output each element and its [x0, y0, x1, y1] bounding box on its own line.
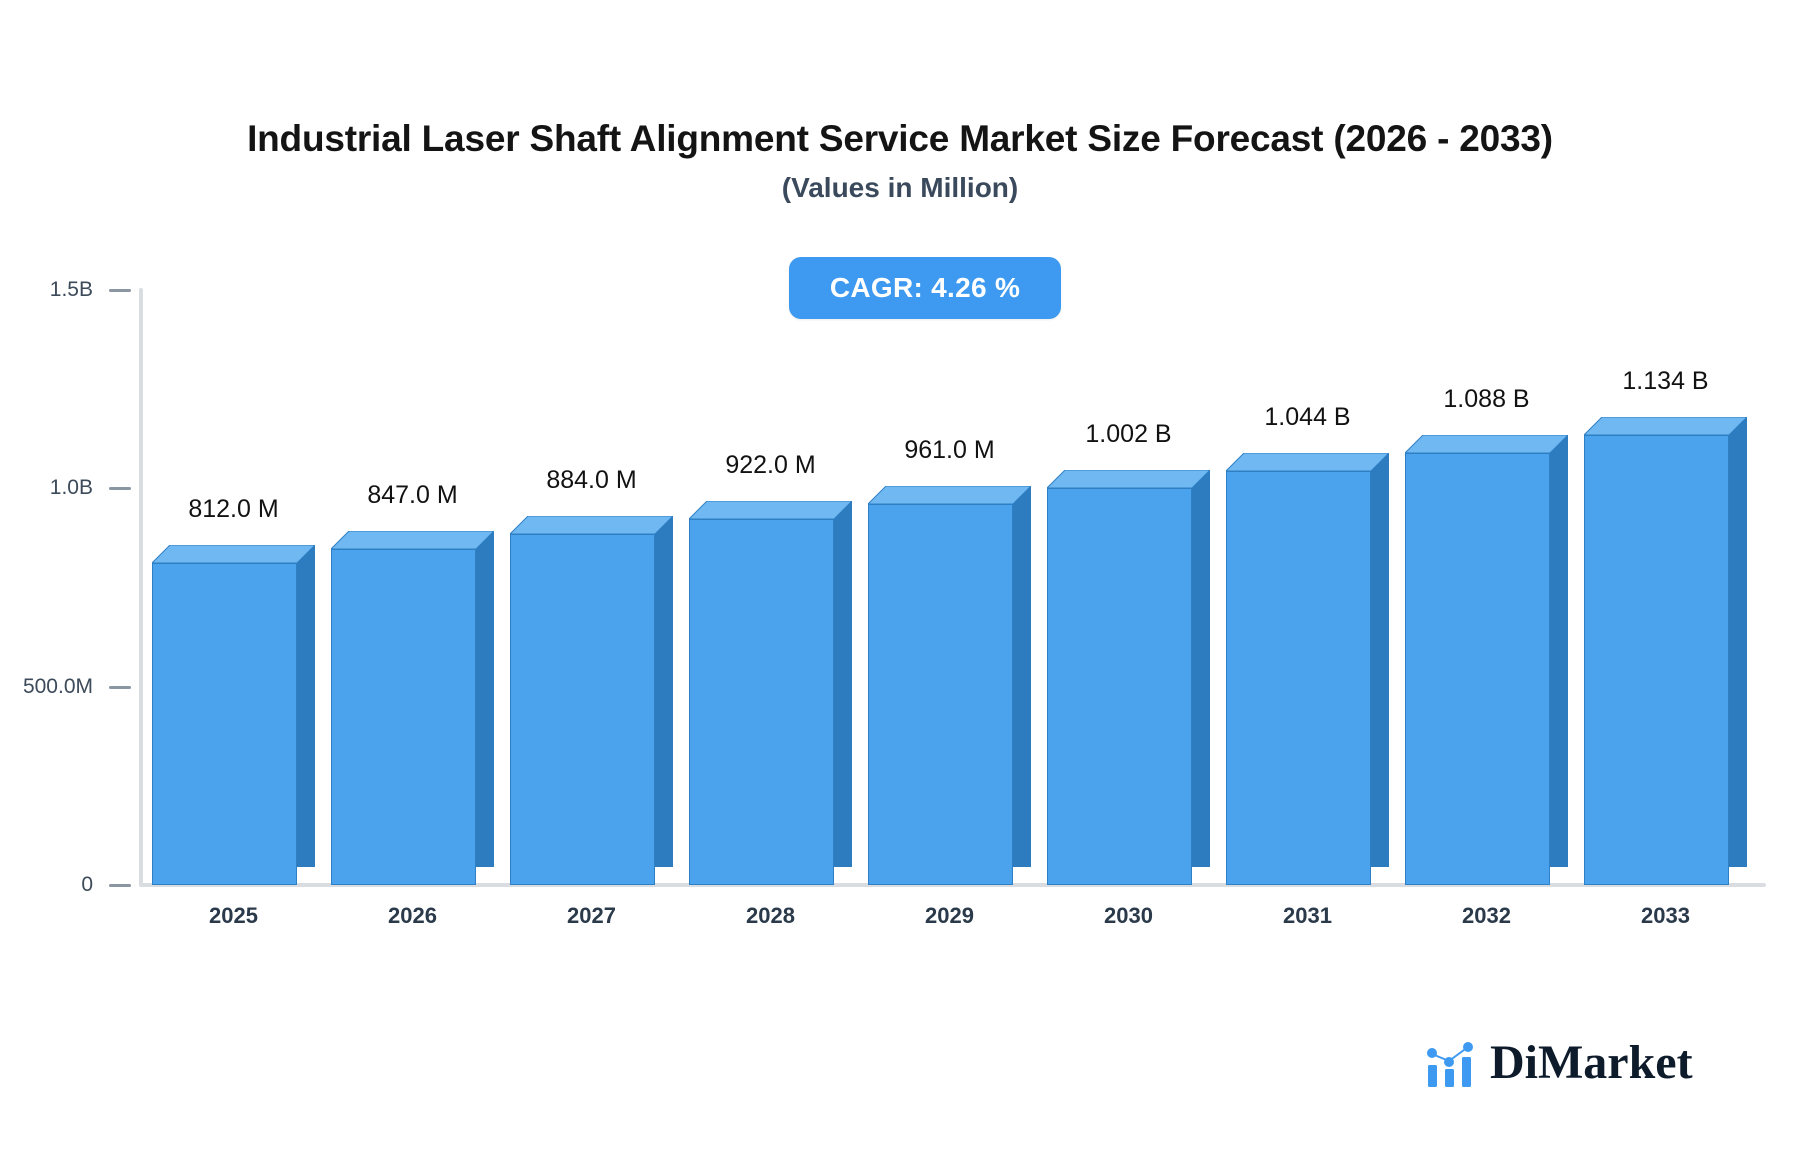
bar-side-face	[476, 531, 494, 867]
bar-side-face	[834, 501, 852, 867]
bar-top-face	[1226, 452, 1389, 472]
bar[interactable]	[1584, 417, 1747, 885]
y-axis-tick-mark	[109, 685, 131, 689]
bar-value-label: 884.0 M	[546, 466, 637, 495]
logo-wordmark: DiMarket	[1490, 1036, 1693, 1089]
bar-value-label: 1.002 B	[1085, 419, 1172, 448]
bar-value-label: 1.088 B	[1443, 385, 1530, 414]
bar-top-face	[152, 544, 315, 564]
bar-chart-logo-icon	[1424, 1038, 1476, 1088]
y-axis-line	[139, 288, 143, 886]
y-axis-tick: 500.0M	[0, 675, 139, 699]
chart-subtitle: (Values in Million)	[781, 172, 1019, 203]
bar-top-face	[689, 501, 852, 520]
bar-front-face	[1584, 435, 1729, 885]
bar-front-face	[1047, 487, 1192, 885]
bar-value-label: 922.0 M	[725, 451, 816, 480]
bar-front-face	[689, 519, 834, 885]
bar-side-face	[1550, 435, 1568, 867]
y-axis-tick-label: 1.0B	[49, 476, 93, 500]
y-axis-tick-mark	[109, 487, 131, 491]
dimarket-logo: DiMarket	[1424, 1038, 1693, 1088]
x-axis-tick-label: 2028	[746, 903, 795, 928]
bar-top-face	[868, 485, 1031, 505]
bar-front-face	[510, 534, 655, 885]
bar-value-label: 1.134 B	[1622, 367, 1709, 396]
bar[interactable]	[1405, 435, 1568, 885]
y-axis-tick: 1.0B	[0, 476, 139, 500]
bar-value-label: 847.0 M	[367, 481, 458, 510]
y-axis-tick-label: 1.5B	[49, 278, 93, 301]
y-axis-tick-mark	[109, 289, 131, 292]
bar-front-face	[1405, 453, 1550, 885]
bar-top-face	[1405, 435, 1568, 454]
x-axis-tick-label: 2030	[1104, 903, 1153, 928]
bar[interactable]	[331, 531, 494, 885]
x-axis-tick-label: 2031	[1283, 903, 1332, 928]
bar-front-face	[868, 503, 1013, 885]
bar-front-face	[331, 549, 476, 885]
x-axis-tick-label: 2033	[1641, 903, 1690, 928]
cagr-badge: CAGR: 4.26 %	[789, 257, 1061, 319]
bar-value-label: 1.044 B	[1264, 402, 1351, 431]
x-axis-tick-label: 2025	[209, 903, 258, 928]
bar-top-face	[1047, 469, 1210, 489]
x-axis-line	[139, 883, 1766, 887]
bar-value-label: 812.0 M	[188, 494, 279, 523]
bar-side-face	[1013, 485, 1031, 867]
y-axis-tick: 0	[0, 873, 139, 897]
bar-front-face	[1226, 470, 1371, 885]
bar[interactable]	[1226, 452, 1389, 885]
bar-side-face	[655, 516, 673, 867]
bar-side-face	[1192, 469, 1210, 867]
bar[interactable]	[510, 516, 673, 885]
bar-top-face	[331, 531, 494, 550]
y-axis-tick-mark	[109, 884, 131, 887]
bar-top-face	[1584, 417, 1747, 436]
x-axis-tick-label: 2027	[567, 903, 616, 928]
bar-top-face	[510, 516, 673, 535]
bar-side-face	[1371, 452, 1389, 867]
x-axis-tick-label: 2029	[925, 903, 974, 928]
bar-side-face	[1729, 417, 1747, 867]
bar-front-face	[152, 562, 297, 885]
y-axis-tick-label: 500.0M	[22, 674, 93, 698]
bar-value-label: 961.0 M	[904, 435, 995, 464]
bar[interactable]	[152, 544, 315, 885]
chart-title: Industrial Laser Shaft Alignment Service…	[247, 118, 1553, 159]
bar-side-face	[297, 544, 315, 867]
bar[interactable]	[1047, 469, 1210, 885]
bar[interactable]	[689, 501, 852, 885]
x-axis-tick-label: 2026	[388, 903, 437, 928]
y-axis-tick-label: 0	[81, 873, 93, 896]
x-axis-tick-label: 2032	[1462, 903, 1511, 928]
y-axis-tick: 1.5B	[0, 278, 139, 302]
bar[interactable]	[868, 485, 1031, 885]
